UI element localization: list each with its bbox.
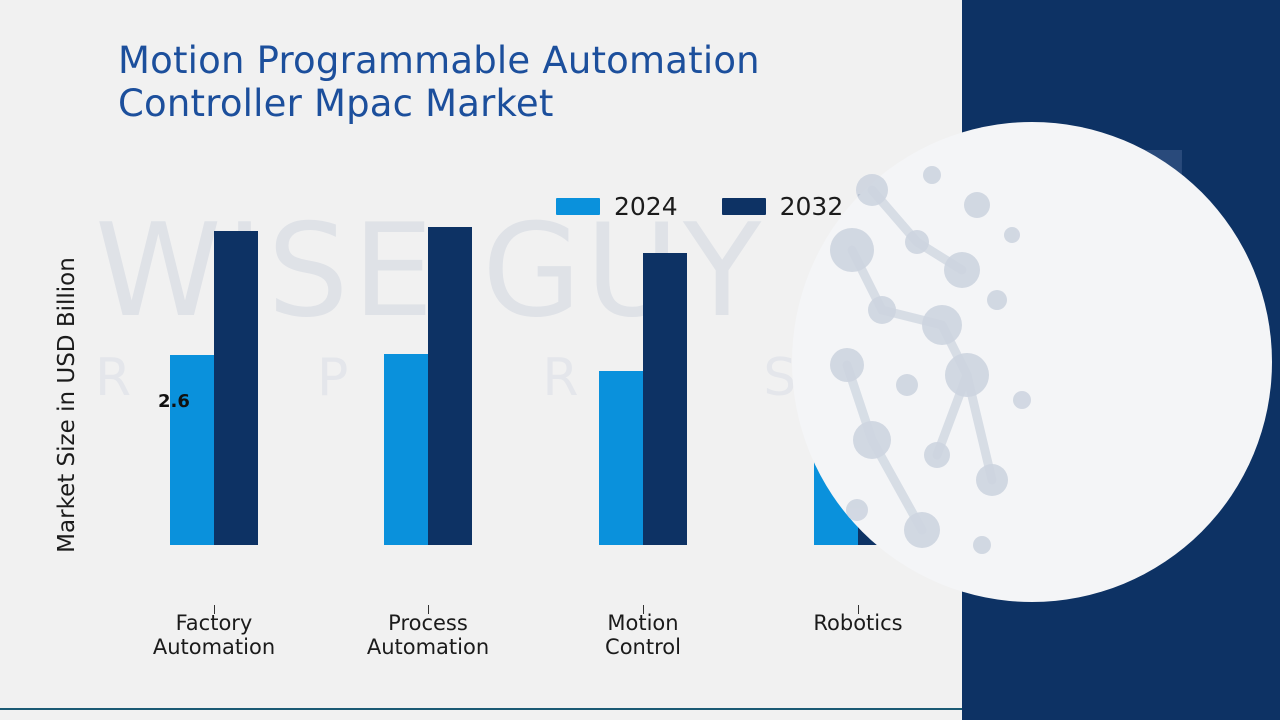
- x-axis-label-motion-control: Motion Control: [605, 611, 681, 659]
- x-axis-label-process-automation: Process Automation: [366, 611, 490, 659]
- page-title: Motion Programmable Automation Controlle…: [118, 39, 760, 125]
- bar-value-label: 2.6: [158, 391, 190, 412]
- x-axis-label-robotics: Robotics: [813, 611, 903, 635]
- legend-swatch-2032: [721, 198, 766, 215]
- chart-legend: 2024 2032: [556, 192, 843, 221]
- legend-item-2024[interactable]: 2024: [556, 192, 678, 221]
- legend-label-2032: 2032: [779, 192, 844, 221]
- bar-2032-motion-control[interactable]: [643, 253, 687, 545]
- brand-panel: WISE GUY R E P O R T S: [792, 0, 1280, 720]
- dot-network-icon: [830, 166, 1031, 554]
- x-axis-label-factory-automation: Factory Automation: [152, 611, 276, 659]
- legend-label-2024: 2024: [614, 192, 678, 221]
- x-axis-tick: [428, 605, 429, 614]
- legend-swatch-2024: [556, 198, 600, 215]
- legend-item-2032[interactable]: 2032: [721, 192, 844, 221]
- bar-2024-factory-automation[interactable]: [170, 355, 214, 545]
- bar-2024-motion-control[interactable]: [599, 371, 643, 545]
- x-axis-tick: [858, 605, 859, 614]
- bar-2024-process-automation[interactable]: [384, 354, 428, 545]
- bottom-accent-strip: [0, 708, 962, 710]
- x-axis-tick: [643, 605, 644, 614]
- x-axis-tick: [214, 605, 215, 614]
- bar-2032-factory-automation[interactable]: [214, 231, 258, 545]
- bar-2032-process-automation[interactable]: [428, 227, 472, 545]
